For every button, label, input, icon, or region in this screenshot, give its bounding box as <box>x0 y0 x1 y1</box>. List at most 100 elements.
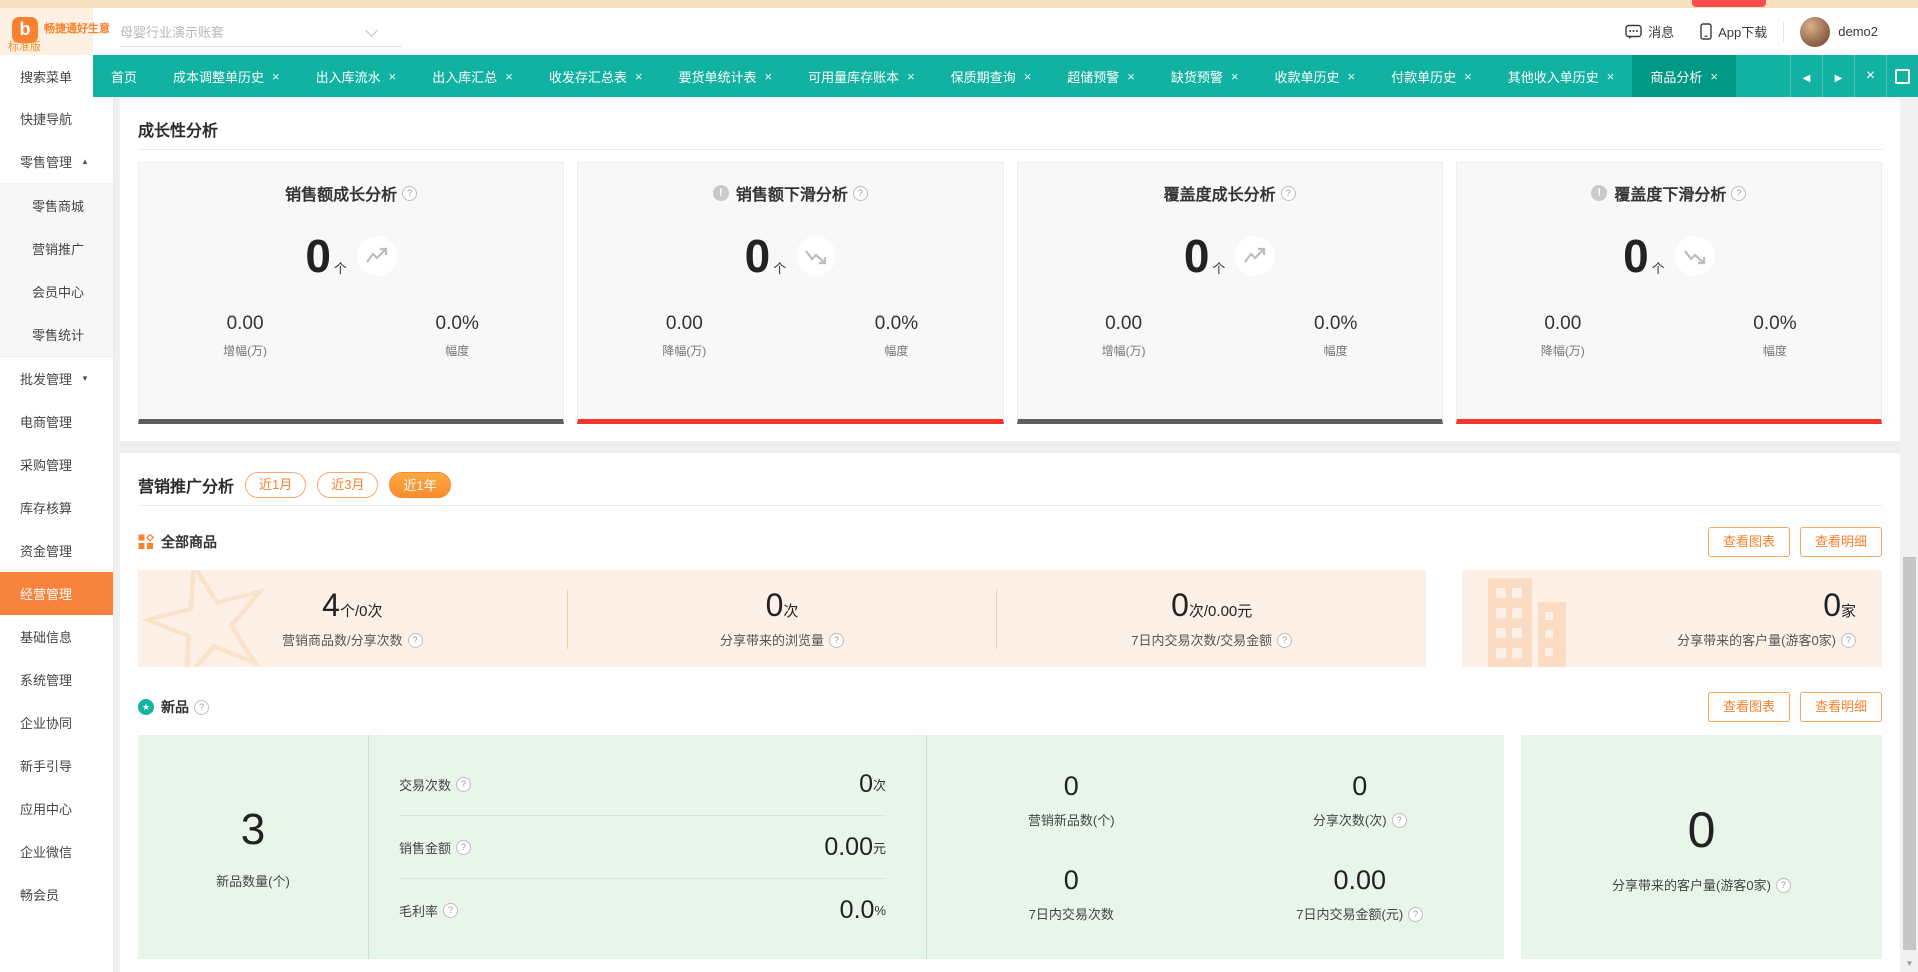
stat-customers-block: 0家 分享带来的客户量(游客0家) <box>1462 570 1882 667</box>
row-value: 0 <box>859 769 873 798</box>
stat-label: 幅度 <box>1762 344 1787 358</box>
sidebar-item-label: 应用中心 <box>20 802 73 817</box>
sidebar-item-business-management[interactable]: 经营管理 <box>0 572 113 615</box>
help-icon[interactable] <box>1277 632 1293 648</box>
close-tab-icon[interactable] <box>907 69 915 84</box>
help-icon[interactable] <box>402 185 418 201</box>
tab-recv-send-summary[interactable]: 收发存汇总表 <box>531 55 661 97</box>
help-icon[interactable] <box>1408 907 1424 922</box>
stat-label: 幅度 <box>445 344 470 358</box>
sidebar-item-retail-group[interactable]: 零售管理 ▲ <box>0 140 113 183</box>
row-label: 销售金额 <box>399 840 452 856</box>
tab-overstock-alert[interactable]: 超储预警 <box>1049 55 1153 97</box>
tab-demand-stats[interactable]: 要货单统计表 <box>660 55 790 97</box>
tab-shelf-life-query[interactable]: 保质期查询 <box>933 55 1050 97</box>
help-icon[interactable] <box>194 699 209 715</box>
view-chart-button[interactable]: 查看图表 <box>1707 527 1790 557</box>
tab-cost-adjust-history[interactable]: 成本调整单历史 <box>155 55 298 97</box>
scroll-tabs-left-button[interactable] <box>1790 55 1822 97</box>
stat-value: 0.0% <box>1753 313 1797 334</box>
help-icon[interactable] <box>1280 185 1296 201</box>
close-tab-icon[interactable] <box>1348 69 1356 84</box>
close-tab-icon[interactable] <box>635 69 643 84</box>
sidebar-item-label: 会员中心 <box>32 285 85 300</box>
help-icon[interactable] <box>1841 632 1856 648</box>
card-unit: 个 <box>1651 260 1665 276</box>
messages-button[interactable]: 消息 <box>1625 22 1674 41</box>
stat-label: 增幅(万) <box>1101 344 1146 358</box>
help-icon[interactable] <box>829 632 845 648</box>
sidebar-item-beginner-guide[interactable]: 新手引导 <box>0 744 113 787</box>
scroll-tabs-right-button[interactable] <box>1822 55 1854 97</box>
stat-7day-transactions: 0次/0.00元 7日内交易次数/交易金额 <box>996 588 1426 649</box>
sidebar-item-marketing-promo[interactable]: 营销推广 <box>0 227 113 270</box>
sidebar-item-system-management[interactable]: 系统管理 <box>0 658 113 701</box>
filter-pill-1month[interactable]: 近1月 <box>245 472 307 498</box>
sidebar-item-label: 批发管理 <box>20 372 73 387</box>
close-tab-icon[interactable] <box>1024 69 1032 84</box>
tab-home[interactable]: 首页 <box>93 55 155 97</box>
sidebar-item-retail-stats[interactable]: 零售统计 <box>0 313 113 356</box>
row-sales-amount: 销售金额 0.00元 <box>399 815 886 878</box>
tab-available-stock-ledger[interactable]: 可用量库存账本 <box>790 55 933 97</box>
sidebar-item-retail-mall[interactable]: 零售商城 <box>0 184 113 227</box>
sidebar-item-ecommerce[interactable]: 电商管理 <box>0 400 113 443</box>
close-tab-icon[interactable] <box>272 69 280 84</box>
close-tab-icon[interactable] <box>764 69 772 84</box>
help-icon[interactable] <box>1775 877 1791 893</box>
help-icon[interactable] <box>1731 185 1747 201</box>
tab-other-income-history[interactable]: 其他收入单历史 <box>1490 55 1633 97</box>
help-icon[interactable] <box>443 902 459 918</box>
sidebar-item-funds[interactable]: 资金管理 <box>0 529 113 572</box>
sidebar-item-wechat-work[interactable]: 企业微信 <box>0 830 113 873</box>
close-tab-icon[interactable] <box>1231 69 1239 84</box>
help-icon[interactable] <box>1391 813 1407 828</box>
sidebar-item-purchase[interactable]: 采购管理 <box>0 443 113 486</box>
sidebar-item-app-center[interactable]: 应用中心 <box>0 787 113 830</box>
avatar[interactable] <box>1800 16 1831 47</box>
logo-area: b 畅捷通好生意 标准版 <box>0 8 110 55</box>
help-icon[interactable] <box>456 776 472 792</box>
tab-payment-history[interactable]: 付款单历史 <box>1373 55 1490 97</box>
sidebar-item-quick-nav[interactable]: 快捷导航 <box>0 97 113 140</box>
sidebar-item-wholesale-group[interactable]: 批发管理 ▼ <box>0 357 113 400</box>
close-tab-icon[interactable] <box>1607 69 1615 84</box>
sidebar-item-chang-member[interactable]: 畅会员 <box>0 873 113 916</box>
help-icon[interactable] <box>407 632 423 648</box>
view-detail-button[interactable]: 查看明细 <box>1799 527 1882 557</box>
close-tab-icon[interactable] <box>389 69 397 84</box>
brand-title: 畅捷通好生意 <box>44 23 110 35</box>
close-tab-icon[interactable] <box>1464 69 1472 84</box>
sidebar-retail-subgroup: 零售商城 营销推广 会员中心 零售统计 <box>0 183 113 357</box>
tab-stockout-alert[interactable]: 缺货预警 <box>1153 55 1257 97</box>
sidebar-item-inventory-accounting[interactable]: 库存核算 <box>0 486 113 529</box>
close-tab-icon[interactable] <box>505 69 513 84</box>
strip-notification-button[interactable] <box>1692 0 1766 7</box>
close-tab-icon[interactable] <box>1710 69 1718 84</box>
sidebar-item-search-menu[interactable]: 搜索菜单 <box>0 55 93 97</box>
fullscreen-button[interactable] <box>1886 55 1918 97</box>
view-detail-button[interactable]: 查看明细 <box>1799 692 1882 722</box>
sidebar-item-basic-info[interactable]: 基础信息 <box>0 615 113 658</box>
account-selector[interactable]: 母婴行业演示账套 <box>120 19 402 47</box>
app-download-button[interactable]: App下载 <box>1700 22 1767 41</box>
sidebar-item-enterprise-collab[interactable]: 企业协同 <box>0 701 113 744</box>
sidebar-item-member-center[interactable]: 会员中心 <box>0 270 113 313</box>
tab-receipt-history[interactable]: 收款单历史 <box>1257 55 1374 97</box>
close-tab-icon[interactable] <box>1127 69 1135 84</box>
tab-product-analysis[interactable]: 商品分析 <box>1632 55 1736 97</box>
filter-pill-1year[interactable]: 近1年 <box>389 472 451 498</box>
view-chart-button[interactable]: 查看图表 <box>1707 692 1790 722</box>
close-all-tabs-button[interactable] <box>1854 55 1886 97</box>
alert-icon <box>712 185 729 201</box>
sidebar-item-label: 库存核算 <box>20 501 73 516</box>
tab-inout-summary[interactable]: 出入库汇总 <box>414 55 531 97</box>
help-icon[interactable] <box>456 839 472 855</box>
card-unit: 个 <box>333 260 347 276</box>
scrollbar-down-arrow[interactable] <box>1901 957 1918 971</box>
help-icon[interactable] <box>852 185 868 201</box>
scrollbar[interactable] <box>1901 97 1918 972</box>
scrollbar-thumb[interactable] <box>1903 557 1916 950</box>
filter-pill-3months[interactable]: 近3月 <box>317 472 379 498</box>
tab-inout-flow[interactable]: 出入库流水 <box>298 55 415 97</box>
